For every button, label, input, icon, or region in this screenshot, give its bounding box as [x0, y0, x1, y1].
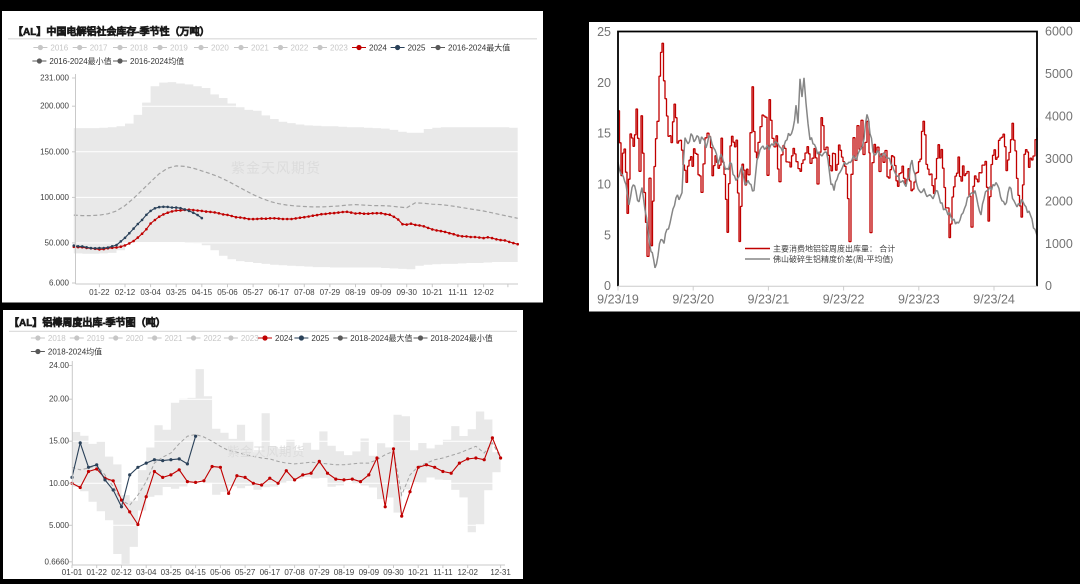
svg-text:02-12: 02-12 — [115, 288, 136, 297]
svg-text:04-15: 04-15 — [185, 568, 206, 577]
svg-text:2025: 2025 — [408, 43, 426, 52]
svg-text:1000: 1000 — [1045, 237, 1073, 251]
svg-text:10: 10 — [597, 178, 611, 192]
svg-text:05-06: 05-06 — [217, 288, 238, 297]
svg-text:10.00: 10.00 — [49, 479, 70, 488]
svg-text:15.00: 15.00 — [49, 437, 70, 446]
svg-text:12-31: 12-31 — [490, 568, 511, 577]
svg-text:9/23/21: 9/23/21 — [748, 293, 790, 307]
svg-text:佛山破碎生铝精度价差(周-平均值): 佛山破碎生铝精度价差(周-平均值) — [773, 254, 893, 264]
svg-text:07-29: 07-29 — [320, 288, 341, 297]
svg-text:09-30: 09-30 — [396, 288, 417, 297]
svg-text:9/23/19: 9/23/19 — [597, 293, 639, 307]
svg-text:200.000: 200.000 — [40, 102, 69, 111]
svg-text:2016-2024最小值: 2016-2024最小值 — [49, 56, 111, 66]
svg-text:04-15: 04-15 — [192, 288, 213, 297]
svg-text:2018: 2018 — [48, 334, 66, 343]
svg-text:12-02: 12-02 — [473, 288, 494, 297]
svg-text:2017: 2017 — [90, 43, 108, 52]
svg-text:07-08: 07-08 — [284, 568, 305, 577]
svg-text:50.000: 50.000 — [45, 238, 70, 247]
svg-text:2022: 2022 — [204, 334, 222, 343]
svg-text:9/23/20: 9/23/20 — [672, 293, 714, 307]
svg-text:0.6660: 0.6660 — [45, 557, 70, 566]
svg-text:05-27: 05-27 — [235, 568, 256, 577]
svg-text:03-25: 03-25 — [161, 568, 182, 577]
svg-text:主要消费地铝锭周度出库量： 合计: 主要消费地铝锭周度出库量： 合计 — [773, 244, 895, 254]
svg-text:2024: 2024 — [369, 43, 387, 52]
svg-text:2018-2024最小值: 2018-2024最小值 — [431, 333, 493, 343]
svg-text:【AL】铝棒周度出库-季节图（吨）: 【AL】铝棒周度出库-季节图（吨） — [9, 316, 166, 329]
svg-text:231.000: 231.000 — [40, 74, 69, 83]
svg-text:08-19: 08-19 — [334, 568, 355, 577]
svg-text:2020: 2020 — [126, 334, 144, 343]
svg-text:5: 5 — [604, 228, 611, 242]
svg-text:05-06: 05-06 — [210, 568, 231, 577]
svg-text:紫金天风期货: 紫金天风期货 — [231, 160, 321, 176]
svg-text:09-30: 09-30 — [383, 568, 404, 577]
svg-text:2021: 2021 — [165, 334, 183, 343]
svg-text:24.00: 24.00 — [49, 361, 70, 370]
svg-text:07-08: 07-08 — [294, 288, 315, 297]
svg-text:9/23/22: 9/23/22 — [823, 293, 865, 307]
svg-text:09-09: 09-09 — [359, 568, 380, 577]
svg-text:08-19: 08-19 — [345, 288, 366, 297]
svg-text:2018: 2018 — [130, 43, 148, 52]
svg-text:05-27: 05-27 — [243, 288, 264, 297]
svg-text:2016-2024均值: 2016-2024均值 — [130, 56, 184, 66]
svg-text:2025: 2025 — [311, 334, 329, 343]
svg-text:01-22: 01-22 — [89, 288, 110, 297]
svg-text:0: 0 — [1045, 279, 1052, 293]
svg-text:2016-2024最大值: 2016-2024最大值 — [448, 42, 510, 52]
svg-text:03-25: 03-25 — [166, 288, 187, 297]
svg-text:10-21: 10-21 — [408, 568, 429, 577]
svg-text:20.00: 20.00 — [49, 395, 70, 404]
svg-text:01-01: 01-01 — [62, 568, 83, 577]
svg-text:15: 15 — [597, 127, 611, 141]
svg-text:0: 0 — [604, 279, 611, 293]
svg-text:12-02: 12-02 — [457, 568, 478, 577]
svg-text:06-17: 06-17 — [268, 288, 289, 297]
svg-text:03-04: 03-04 — [136, 568, 157, 577]
svg-text:2019: 2019 — [87, 334, 105, 343]
svg-text:06-17: 06-17 — [260, 568, 281, 577]
svg-text:6.000: 6.000 — [49, 279, 70, 288]
svg-text:5.000: 5.000 — [49, 521, 70, 530]
svg-text:9/23/24: 9/23/24 — [973, 293, 1015, 307]
svg-text:2022: 2022 — [291, 43, 309, 52]
svg-text:11-11: 11-11 — [433, 568, 453, 577]
svg-text:09-09: 09-09 — [371, 288, 392, 297]
svg-text:2016: 2016 — [50, 43, 68, 52]
svg-text:2023: 2023 — [330, 43, 348, 52]
svg-text:5000: 5000 — [1045, 67, 1073, 81]
svg-text:2020: 2020 — [211, 43, 229, 52]
svg-text:2021: 2021 — [251, 43, 269, 52]
svg-text:2018-2024均值: 2018-2024均值 — [48, 346, 102, 356]
svg-text:01-22: 01-22 — [86, 568, 107, 577]
svg-text:2018-2024最大值: 2018-2024最大值 — [350, 333, 412, 343]
svg-text:25: 25 — [597, 25, 611, 39]
svg-text:4000: 4000 — [1045, 109, 1073, 123]
svg-text:紫金天风期货: 紫金天风期货 — [227, 444, 305, 459]
svg-text:10-21: 10-21 — [422, 288, 443, 297]
svg-text:02-12: 02-12 — [111, 568, 132, 577]
svg-text:3000: 3000 — [1045, 152, 1073, 166]
svg-text:07-29: 07-29 — [309, 568, 330, 577]
svg-text:9/23/23: 9/23/23 — [898, 293, 940, 307]
svg-text:11-11: 11-11 — [448, 288, 468, 297]
svg-text:100.000: 100.000 — [40, 193, 69, 202]
svg-text:【AL】中国电解铝社会库存-季节性（万吨）: 【AL】中国电解铝社会库存-季节性（万吨） — [13, 25, 210, 38]
svg-text:20: 20 — [597, 76, 611, 90]
svg-text:2000: 2000 — [1045, 194, 1073, 208]
svg-text:2024: 2024 — [275, 334, 293, 343]
svg-text:2023: 2023 — [241, 334, 259, 343]
svg-text:03-04: 03-04 — [140, 288, 161, 297]
svg-text:2019: 2019 — [170, 43, 188, 52]
svg-text:150.000: 150.000 — [40, 147, 69, 156]
svg-text:6000: 6000 — [1045, 25, 1073, 39]
